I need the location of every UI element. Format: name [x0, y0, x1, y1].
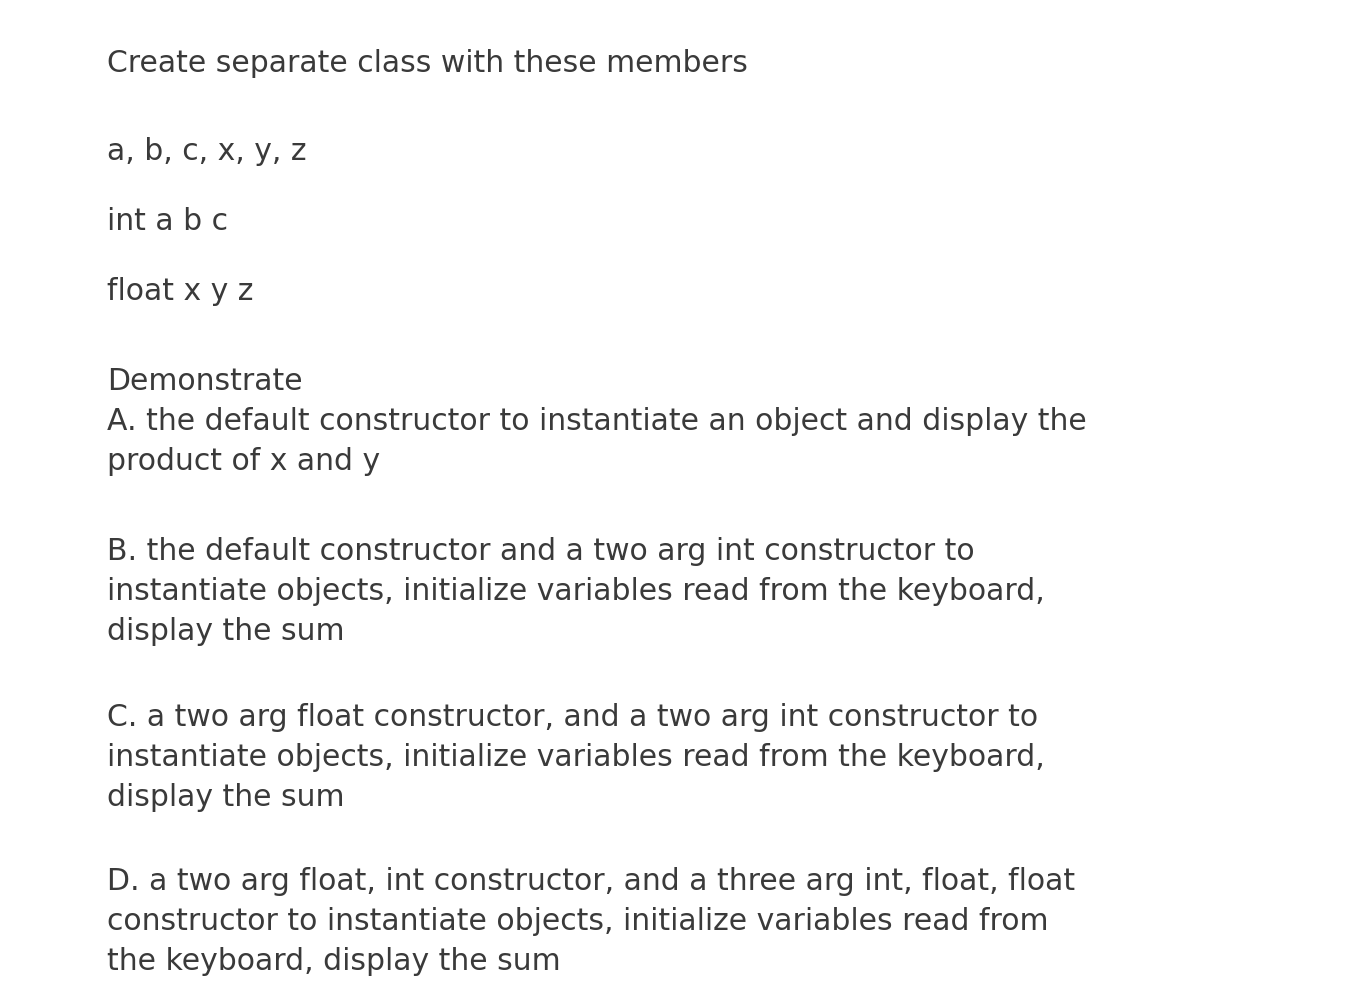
Text: float x y z: float x y z	[107, 277, 254, 306]
Text: a, b, c, x, y, z: a, b, c, x, y, z	[107, 137, 306, 166]
Text: C. a two arg float constructor, and a two arg int constructor to: C. a two arg float constructor, and a tw…	[107, 702, 1039, 731]
Text: B. the default constructor and a two arg int constructor to: B. the default constructor and a two arg…	[107, 537, 974, 566]
Text: display the sum: display the sum	[107, 781, 344, 811]
Text: int a b c: int a b c	[107, 208, 228, 237]
Text: Demonstrate: Demonstrate	[107, 367, 302, 396]
Text: constructor to instantiate objects, initialize variables read from: constructor to instantiate objects, init…	[107, 907, 1048, 935]
Text: D. a two arg float, int constructor, and a three arg int, float, float: D. a two arg float, int constructor, and…	[107, 867, 1075, 896]
Text: A. the default constructor to instantiate an object and display the: A. the default constructor to instantiat…	[107, 408, 1087, 436]
Text: the keyboard, display the sum: the keyboard, display the sum	[107, 946, 561, 975]
Text: display the sum: display the sum	[107, 617, 344, 646]
Text: instantiate objects, initialize variables read from the keyboard,: instantiate objects, initialize variable…	[107, 742, 1044, 770]
Text: Create separate class with these members: Create separate class with these members	[107, 50, 747, 79]
Text: product of x and y: product of x and y	[107, 447, 380, 476]
Text: instantiate objects, initialize variables read from the keyboard,: instantiate objects, initialize variable…	[107, 577, 1044, 606]
